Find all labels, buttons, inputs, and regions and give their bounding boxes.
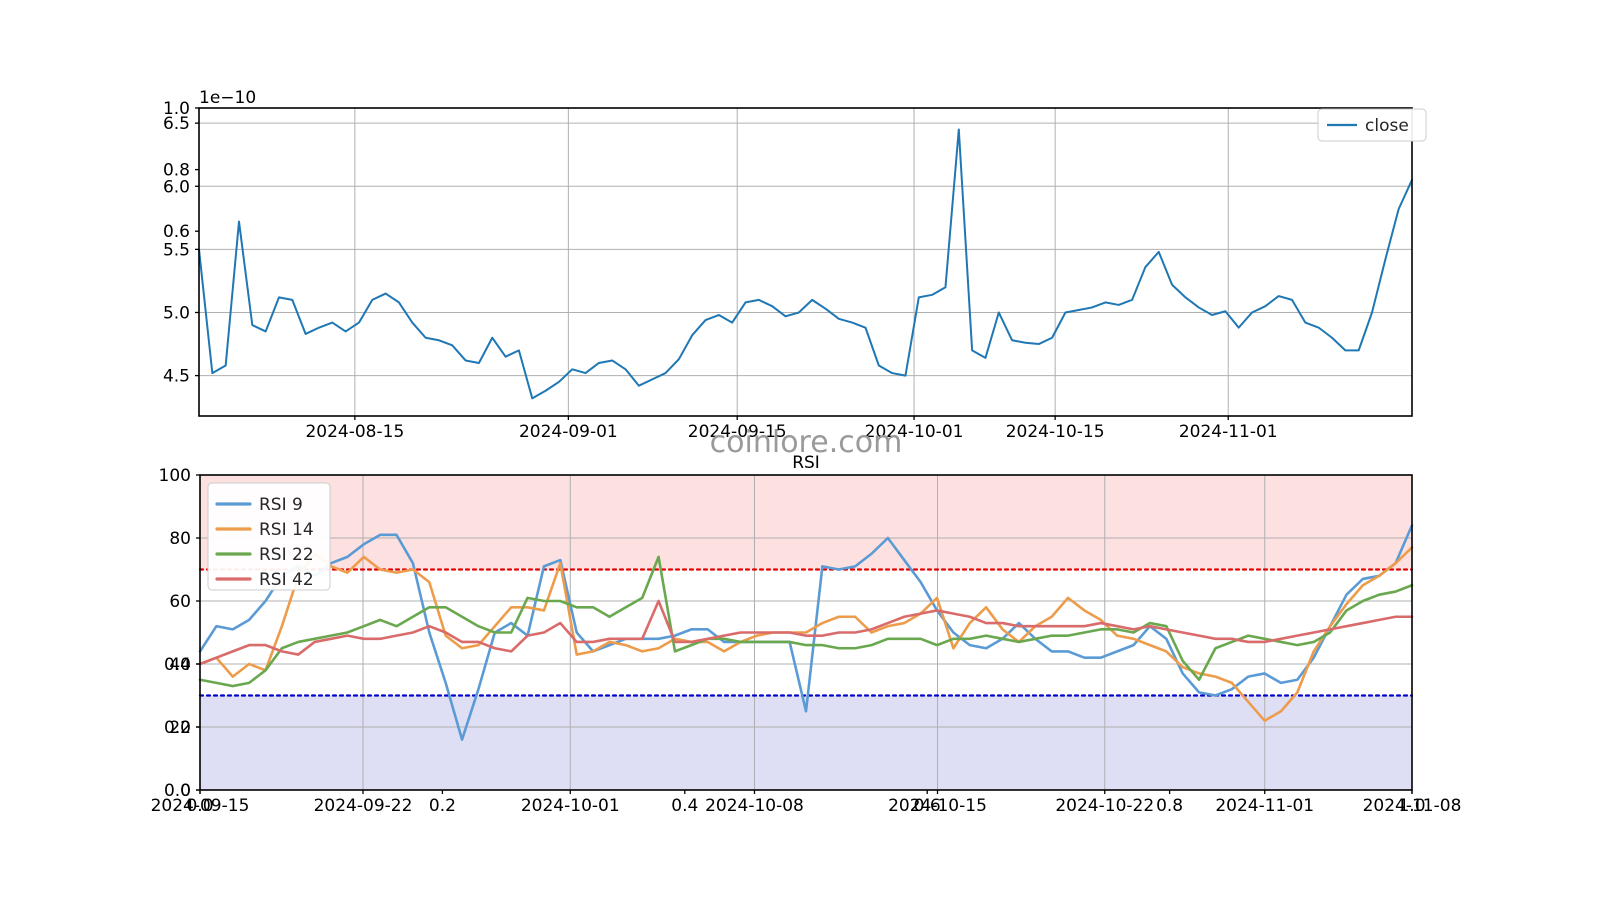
rsi-overlay-y-tick-label: 0.4 xyxy=(164,655,191,675)
rsi-overlay-x-tick-label: 0.0 xyxy=(186,796,213,816)
rsi-overlay-y-ticks: 0.0 0.2 0.4 xyxy=(164,655,200,801)
rsi-overlay-x-tick-label: 0.2 xyxy=(429,796,456,816)
rsi-y-tick-label: 20 xyxy=(169,718,191,738)
price-y-tick-label: 5.0 xyxy=(163,303,190,323)
price-legend-box xyxy=(1317,108,1427,142)
price-overlay-y-tick-label: 1.0 xyxy=(163,99,190,119)
rsi-overlay-x-ticks: 0.0 0.2 0.4 0.6 0.8 1.0 xyxy=(186,790,1426,816)
price-legend[interactable]: close xyxy=(1317,108,1427,142)
rsi-line-rsi-22 xyxy=(198,555,1414,688)
rsi-legend-label-rsi-42: RSI 42 xyxy=(259,570,314,590)
rsi-panel: 0 20 40 60 80 100 2024-09-15 2024-09-22 2024-10… xyxy=(151,453,1462,816)
price-panel: 4.55.05.56.06.5 2024-08-15 2024-09-01 2024… xyxy=(163,88,1413,442)
price-overlay-y-ticks: 0.6 0.8 1.0 xyxy=(163,99,199,242)
rsi-y-tick-label: 40 xyxy=(169,655,191,675)
price-x-axis-ticks: 2024-08-15 2024-09-01 2024-09-15 2024-10-01… xyxy=(305,416,1278,442)
rsi-legend-label-rsi-9: RSI 9 xyxy=(259,495,303,515)
rsi-y-tick-label: 80 xyxy=(169,529,191,549)
rsi-x-tick-label: 2024-11-01 xyxy=(1215,796,1314,816)
price-plot-border xyxy=(198,107,1413,417)
price-y-offset-label: 1e−10 xyxy=(199,88,256,108)
price-legend-label-close: close xyxy=(1365,116,1409,136)
price-close-line xyxy=(198,128,1413,400)
rsi-y-tick-label: 100 xyxy=(159,466,191,486)
rsi-legend-label-rsi-14: RSI 14 xyxy=(259,520,314,540)
price-x-tick-label: 2024-11-01 xyxy=(1179,422,1278,442)
rsi-x-tick-label: 2024-11-08 xyxy=(1363,796,1462,816)
rsi-x-tick-label: 2024-09-15 xyxy=(151,796,250,816)
price-y-tick-label: 4.5 xyxy=(163,367,190,387)
price-y-tick-label: 5.5 xyxy=(163,240,190,260)
rsi-x-tick-label: 2024-10-15 xyxy=(888,796,987,816)
rsi-overbought-band xyxy=(200,475,1412,570)
price-x-tick-label: 2024-10-15 xyxy=(1006,422,1105,442)
rsi-overlay-x-tick-label: 0.6 xyxy=(914,796,941,816)
rsi-x-tick-label: 2024-10-08 xyxy=(705,796,804,816)
watermark-text: coinlore.com xyxy=(710,425,903,460)
price-y-tick-label: 6.0 xyxy=(163,177,190,197)
rsi-overlay-x-tick-label: 0.8 xyxy=(1156,796,1183,816)
rsi-series-lines xyxy=(198,524,1414,741)
price-x-tick-label: 2024-09-15 xyxy=(688,422,787,442)
rsi-legend-box xyxy=(207,482,331,591)
price-plot-background xyxy=(199,108,1412,416)
rsi-x-tick-label: 2024-10-01 xyxy=(521,796,620,816)
rsi-y-tick-label: 0 xyxy=(180,781,191,801)
rsi-line-rsi-14 xyxy=(198,546,1414,723)
price-gridlines xyxy=(199,108,1412,416)
rsi-legend[interactable]: RSI 9 RSI 14 RSI 22 RSI 42 xyxy=(207,482,331,591)
price-y-tick-label: 6.5 xyxy=(163,114,190,134)
rsi-x-axis-ticks: 2024-09-15 2024-09-22 2024-10-01 2024-10-08… xyxy=(151,790,1462,816)
rsi-panel-title: RSI xyxy=(792,453,820,473)
rsi-overlay-y-tick-label: 0.0 xyxy=(164,781,191,801)
rsi-overlay-y-tick-label: 0.2 xyxy=(164,718,191,738)
price-y-axis-ticks: 4.5 5.0 5.5 6.0 6.5 xyxy=(163,114,199,387)
rsi-line-rsi-42 xyxy=(198,599,1414,666)
rsi-x-tick-label: 2024-10-22 xyxy=(1055,796,1154,816)
price-overlay-y-tick-label: 0.6 xyxy=(163,222,190,242)
rsi-legend-items: RSI 9 RSI 14 RSI 22 RSI 42 xyxy=(215,495,314,590)
price-x-tick-label: 2024-08-15 xyxy=(305,422,404,442)
rsi-overlay-x-tick-label: 0.4 xyxy=(671,796,698,816)
price-overlay-y-tick-label: 0.8 xyxy=(163,161,190,181)
rsi-y-tick-label: 60 xyxy=(169,592,191,612)
rsi-legend-label-rsi-22: RSI 22 xyxy=(259,545,314,565)
rsi-line-rsi-9 xyxy=(198,524,1414,741)
price-x-tick-label: 2024-10-01 xyxy=(865,422,964,442)
rsi-x-tick-label: 2024-09-22 xyxy=(314,796,413,816)
rsi-y-axis-ticks: 0 20 40 60 80 100 xyxy=(159,466,200,801)
price-x-tick-label: 2024-09-01 xyxy=(519,422,618,442)
rsi-plot-border xyxy=(199,474,1413,791)
rsi-overlay-x-tick-label: 1.0 xyxy=(1398,796,1425,816)
